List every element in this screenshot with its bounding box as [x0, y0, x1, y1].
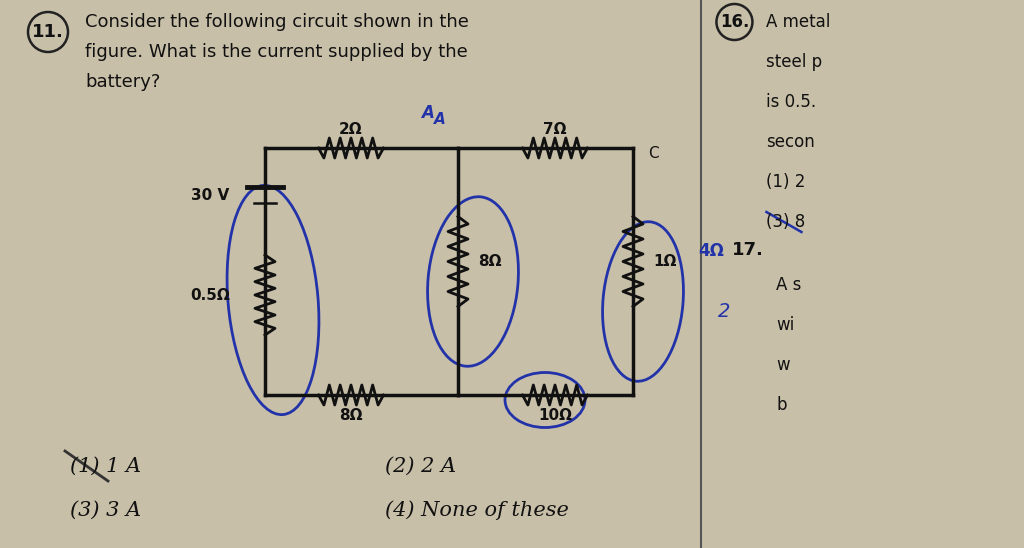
Text: (1) 1 A: (1) 1 A	[70, 456, 141, 476]
Text: (2) 2 A: (2) 2 A	[385, 456, 456, 476]
Text: 7Ω: 7Ω	[544, 123, 566, 138]
Text: 0.5Ω: 0.5Ω	[190, 288, 229, 302]
Text: (4) None of these: (4) None of these	[385, 500, 569, 520]
Text: is 0.5.: is 0.5.	[766, 93, 816, 111]
Text: A: A	[434, 112, 445, 128]
Text: C: C	[648, 146, 658, 161]
Text: b: b	[776, 396, 786, 414]
Text: 30 V: 30 V	[190, 187, 229, 203]
Text: 10Ω: 10Ω	[538, 408, 572, 423]
Text: (1) 2: (1) 2	[766, 173, 806, 191]
Circle shape	[28, 12, 68, 52]
Text: 8Ω: 8Ω	[478, 254, 502, 269]
Text: secon: secon	[766, 133, 815, 151]
Circle shape	[717, 4, 753, 40]
Text: (3) 3 A: (3) 3 A	[70, 500, 141, 520]
Text: figure. What is the current supplied by the: figure. What is the current supplied by …	[85, 43, 468, 61]
Text: 1Ω: 1Ω	[653, 254, 677, 269]
Text: 17.: 17.	[731, 241, 763, 259]
Text: 2Ω: 2Ω	[339, 123, 362, 138]
Text: (3) 8: (3) 8	[766, 213, 806, 231]
Text: steel p: steel p	[766, 53, 822, 71]
Text: A metal: A metal	[766, 13, 830, 31]
Text: Consider the following circuit shown in the: Consider the following circuit shown in …	[85, 13, 469, 31]
Text: w: w	[776, 356, 791, 374]
Text: A s: A s	[776, 276, 802, 294]
Text: 2: 2	[718, 302, 730, 321]
Text: 16.: 16.	[720, 13, 750, 31]
Text: battery?: battery?	[85, 73, 161, 91]
Text: wi: wi	[776, 316, 795, 334]
Text: 4Ω: 4Ω	[698, 243, 724, 260]
Text: 11.: 11.	[32, 23, 63, 41]
Text: 8Ω: 8Ω	[339, 408, 362, 423]
Text: A: A	[422, 104, 434, 122]
